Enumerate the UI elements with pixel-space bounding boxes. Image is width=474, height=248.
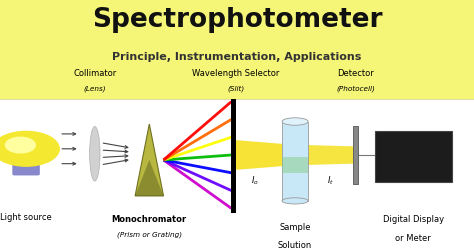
- Ellipse shape: [282, 118, 308, 125]
- Text: Spectrophotometer: Spectrophotometer: [92, 7, 382, 33]
- Bar: [353, 126, 358, 184]
- Text: Wavelength Selector: Wavelength Selector: [192, 69, 279, 78]
- Bar: [0, 0, 474, 99]
- Text: Collimator: Collimator: [73, 69, 117, 78]
- Text: 0.20: 0.20: [392, 147, 435, 165]
- Bar: [231, 99, 236, 213]
- Text: (Slit): (Slit): [227, 85, 244, 92]
- Text: or Meter: or Meter: [395, 234, 431, 243]
- Text: $I_o$: $I_o$: [251, 175, 259, 187]
- Text: Light source: Light source: [0, 213, 52, 222]
- Ellipse shape: [282, 198, 308, 204]
- Text: (Prism or Grating): (Prism or Grating): [117, 232, 182, 239]
- Text: Detector: Detector: [337, 69, 374, 78]
- Text: (Photocell): (Photocell): [336, 85, 375, 92]
- Text: Digital Display: Digital Display: [383, 215, 444, 223]
- Polygon shape: [135, 160, 164, 196]
- Polygon shape: [236, 140, 282, 170]
- Text: Sample: Sample: [279, 223, 311, 232]
- Text: $I_t$: $I_t$: [327, 175, 334, 187]
- Text: Solution: Solution: [278, 241, 312, 248]
- Circle shape: [5, 137, 35, 153]
- Text: (Lens): (Lens): [83, 85, 106, 92]
- Polygon shape: [135, 124, 164, 196]
- FancyBboxPatch shape: [375, 131, 452, 182]
- Text: Monochromator: Monochromator: [112, 215, 187, 223]
- Polygon shape: [308, 145, 353, 165]
- Ellipse shape: [90, 126, 100, 181]
- Bar: [282, 157, 308, 173]
- Text: Principle, Instrumentation, Applications: Principle, Instrumentation, Applications: [112, 52, 362, 62]
- FancyBboxPatch shape: [12, 159, 40, 176]
- Bar: [282, 122, 308, 201]
- Circle shape: [0, 131, 59, 166]
